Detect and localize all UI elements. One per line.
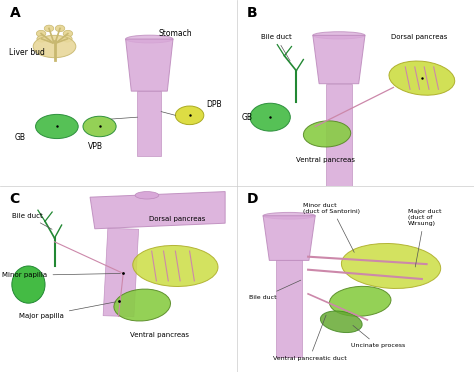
Ellipse shape — [114, 289, 171, 321]
Text: Liver bud: Liver bud — [9, 48, 46, 57]
Text: Minor papilla: Minor papilla — [2, 272, 120, 278]
Text: Stomach: Stomach — [159, 29, 192, 38]
Ellipse shape — [63, 31, 73, 37]
Ellipse shape — [63, 36, 72, 42]
Text: Major papilla: Major papilla — [19, 302, 116, 319]
Text: Major duct
(duct of
Wirsung): Major duct (duct of Wirsung) — [408, 209, 441, 267]
Ellipse shape — [263, 212, 315, 219]
Text: Bile duct: Bile duct — [261, 34, 292, 61]
Ellipse shape — [12, 266, 45, 303]
Polygon shape — [263, 216, 315, 260]
Ellipse shape — [33, 35, 76, 58]
Text: Dorsal pancreas: Dorsal pancreas — [149, 217, 206, 222]
Text: Uncinate process: Uncinate process — [351, 326, 405, 349]
Polygon shape — [326, 84, 352, 186]
Text: GB: GB — [242, 113, 253, 122]
Ellipse shape — [329, 286, 391, 316]
Ellipse shape — [83, 116, 116, 137]
Text: Bile duct: Bile duct — [249, 280, 301, 300]
Ellipse shape — [44, 25, 54, 32]
Ellipse shape — [126, 35, 173, 43]
Ellipse shape — [389, 61, 455, 95]
Ellipse shape — [250, 103, 290, 131]
Text: DPB: DPB — [206, 100, 222, 109]
Ellipse shape — [303, 121, 351, 147]
Polygon shape — [276, 260, 302, 357]
Ellipse shape — [313, 32, 365, 39]
Polygon shape — [103, 228, 138, 317]
Text: Minor duct
(duct of Santorini): Minor duct (duct of Santorini) — [303, 203, 360, 252]
Polygon shape — [137, 91, 161, 156]
Text: B: B — [246, 6, 257, 20]
Text: C: C — [9, 192, 20, 206]
Text: Dorsal pancreas: Dorsal pancreas — [391, 34, 447, 40]
Ellipse shape — [320, 311, 362, 333]
Polygon shape — [126, 39, 173, 91]
Text: GB: GB — [14, 133, 25, 142]
Ellipse shape — [37, 36, 46, 42]
Text: Ventral pancreatic duct: Ventral pancreatic duct — [273, 315, 346, 362]
Text: Ventral pancreas: Ventral pancreas — [296, 157, 355, 163]
Text: Bile duct: Bile duct — [12, 213, 52, 229]
Ellipse shape — [36, 31, 46, 37]
Text: Ventral pancreas: Ventral pancreas — [130, 332, 189, 338]
Text: D: D — [246, 192, 258, 206]
Text: VPB: VPB — [88, 142, 103, 151]
Ellipse shape — [175, 106, 204, 125]
Ellipse shape — [36, 114, 78, 138]
Polygon shape — [313, 35, 365, 84]
Ellipse shape — [341, 244, 441, 288]
Ellipse shape — [135, 192, 159, 199]
Ellipse shape — [55, 25, 65, 32]
Ellipse shape — [133, 246, 218, 286]
Text: A: A — [9, 6, 20, 20]
Polygon shape — [90, 192, 225, 229]
